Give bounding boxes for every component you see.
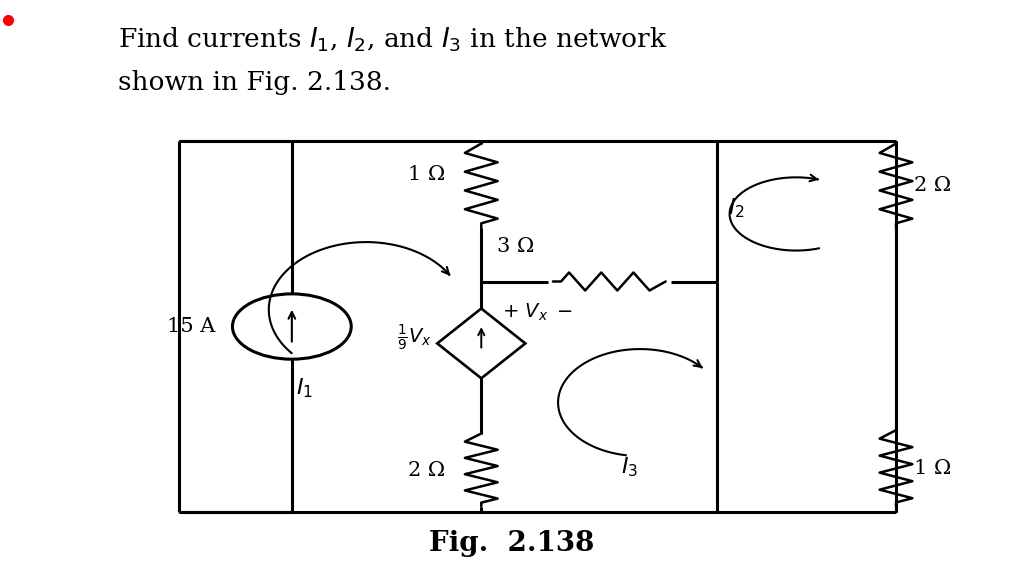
Text: Fig.  2.138: Fig. 2.138	[429, 530, 595, 557]
Text: 1 Ω: 1 Ω	[914, 459, 951, 478]
Text: 15 A: 15 A	[167, 317, 215, 336]
Text: Find currents $I_1$, $I_2$, and $I_3$ in the network: Find currents $I_1$, $I_2$, and $I_3$ in…	[118, 25, 668, 54]
Text: 3 Ω: 3 Ω	[497, 237, 534, 256]
Text: 2 Ω: 2 Ω	[914, 176, 951, 195]
Text: $I_1$: $I_1$	[296, 377, 313, 400]
Text: 1 Ω: 1 Ω	[409, 165, 445, 184]
Text: $\frac{1}{9}V_x$: $\frac{1}{9}V_x$	[397, 323, 432, 353]
Text: $I_3$: $I_3$	[622, 455, 638, 479]
Text: 2 Ω: 2 Ω	[409, 461, 445, 480]
Text: $+\ V_x\ -$: $+\ V_x\ -$	[502, 302, 572, 323]
Text: shown in Fig. 2.138.: shown in Fig. 2.138.	[118, 70, 391, 95]
Text: $I_2$: $I_2$	[728, 196, 744, 220]
